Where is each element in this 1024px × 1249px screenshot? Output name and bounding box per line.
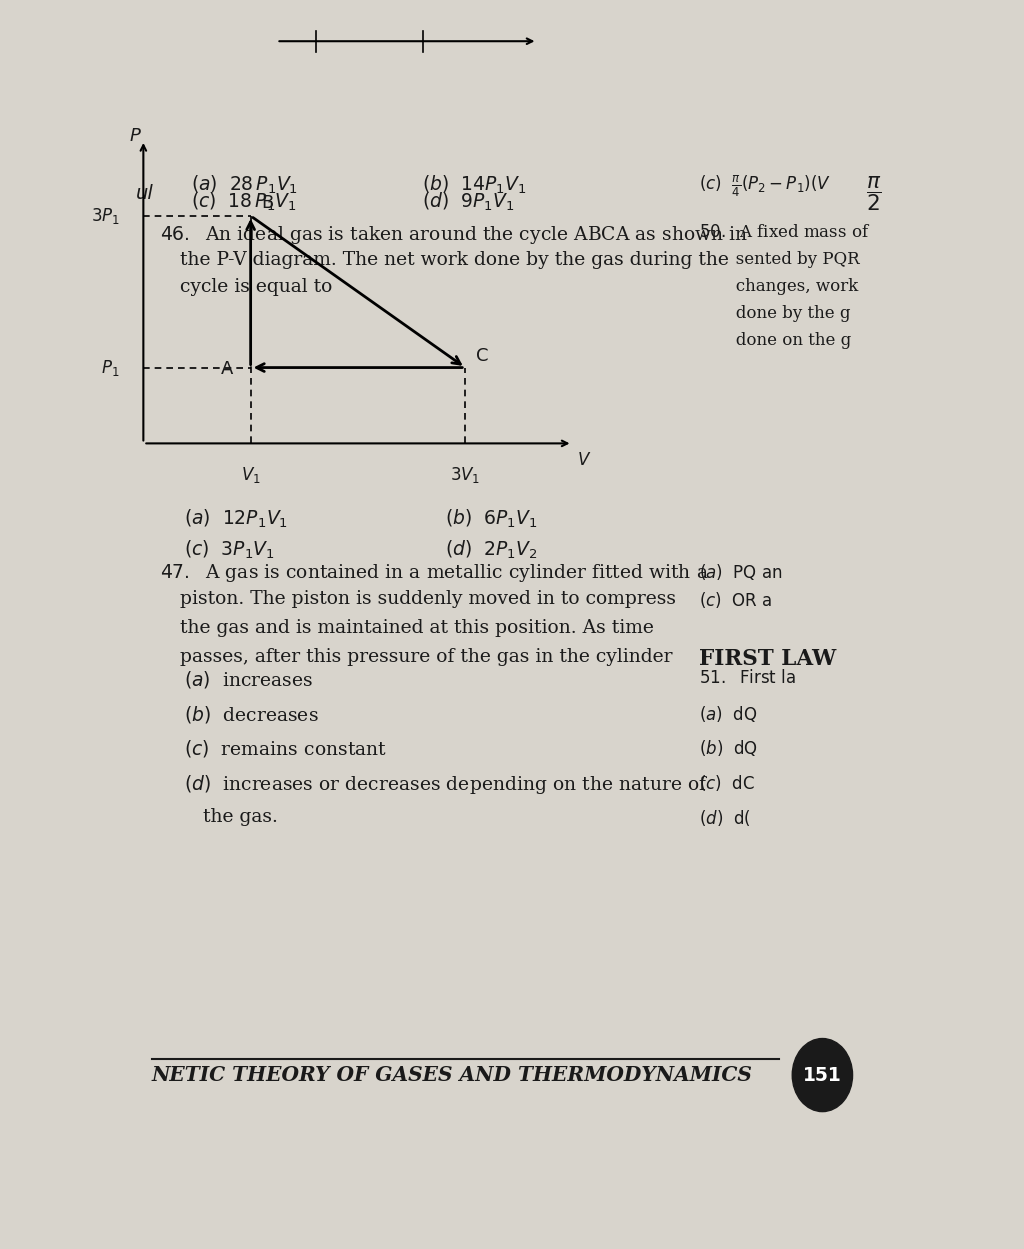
- Text: the gas and is maintained at this position. As time: the gas and is maintained at this positi…: [179, 620, 653, 637]
- Text: piston. The piston is suddenly moved in to compress: piston. The piston is suddenly moved in …: [179, 591, 676, 608]
- Circle shape: [793, 1038, 853, 1112]
- Text: $(b)$  decreases: $(b)$ decreases: [183, 704, 318, 724]
- Text: V: V: [578, 451, 589, 470]
- Text: $(d)$  $2P_1V_2$: $(d)$ $2P_1V_2$: [445, 538, 538, 561]
- Text: $(c)$  $\frac{\pi}{4}(P_2 - P_1)(V$: $(c)$ $\frac{\pi}{4}(P_2 - P_1)(V$: [699, 174, 831, 200]
- Text: changes, work: changes, work: [699, 277, 859, 295]
- Text: P: P: [129, 127, 140, 145]
- Text: $(c)$  $3P_1V_1$: $(c)$ $3P_1V_1$: [183, 538, 274, 561]
- Text: $50.$  A fixed mass of: $50.$ A fixed mass of: [699, 224, 870, 241]
- Text: $\dfrac{\pi}{2}$: $\dfrac{\pi}{2}$: [866, 174, 882, 212]
- Text: passes, after this pressure of the gas in the cylinder: passes, after this pressure of the gas i…: [179, 648, 672, 666]
- Text: the P-V diagram. The net work done by the gas during the: the P-V diagram. The net work done by th…: [179, 251, 728, 269]
- Text: $(b)$  $6P_1V_1$: $(b)$ $6P_1V_1$: [445, 507, 538, 530]
- Text: $(a)$  PQ an: $(a)$ PQ an: [699, 562, 782, 582]
- Text: ul: ul: [136, 184, 154, 202]
- Text: cycle is equal to: cycle is equal to: [179, 277, 332, 296]
- Text: $3V_1$: $3V_1$: [450, 465, 480, 485]
- Text: $(c)$  $18\,P_1V_1$: $(c)$ $18\,P_1V_1$: [191, 190, 297, 212]
- Text: B: B: [261, 195, 273, 212]
- Text: $(a)$  increases: $(a)$ increases: [183, 669, 312, 691]
- Text: $(c)$  remains constant: $(c)$ remains constant: [183, 738, 387, 759]
- Text: $46.$  An ideal gas is taken around the cycle ABCA as shown in: $46.$ An ideal gas is taken around the c…: [160, 224, 748, 246]
- Text: FIRST LAW: FIRST LAW: [699, 648, 837, 669]
- Text: done on the g: done on the g: [699, 332, 852, 348]
- Text: $(c)$  OR a: $(c)$ OR a: [699, 591, 773, 611]
- Text: $(a)$  $28\,P_1V_1$: $(a)$ $28\,P_1V_1$: [191, 174, 299, 196]
- Text: $3P_1$: $3P_1$: [91, 206, 120, 226]
- Text: $(b)$  $14P_1V_1$: $(b)$ $14P_1V_1$: [422, 174, 526, 196]
- Text: $51.$  First la: $51.$ First la: [699, 669, 797, 687]
- Text: $(d)$  $9P_1V_1$: $(d)$ $9P_1V_1$: [422, 190, 514, 212]
- Text: done by the g: done by the g: [699, 305, 851, 322]
- Text: $V_1$: $V_1$: [241, 465, 260, 485]
- Text: the gas.: the gas.: [204, 808, 279, 826]
- Text: $(c)$  dC: $(c)$ dC: [699, 773, 756, 793]
- Text: 151: 151: [803, 1065, 842, 1084]
- Text: $(d)$  increases or decreases depending on the nature of: $(d)$ increases or decreases depending o…: [183, 773, 708, 796]
- Text: $P_1$: $P_1$: [101, 357, 120, 377]
- Text: A: A: [220, 360, 233, 377]
- Text: $(a)$  $12P_1V_1$: $(a)$ $12P_1V_1$: [183, 507, 288, 530]
- Text: $(d)$  d(: $(d)$ d(: [699, 808, 752, 828]
- Text: NETIC THEORY OF GASES AND THERMODYNAMICS: NETIC THEORY OF GASES AND THERMODYNAMICS: [152, 1065, 753, 1085]
- Text: $(a)$  dQ: $(a)$ dQ: [699, 704, 758, 724]
- Text: $47.$  A gas is contained in a metallic cylinder fitted with a: $47.$ A gas is contained in a metallic c…: [160, 562, 709, 583]
- Text: $(b)$  dQ: $(b)$ dQ: [699, 738, 758, 758]
- Text: sented by PQR: sented by PQR: [699, 251, 860, 267]
- Text: C: C: [476, 347, 488, 366]
